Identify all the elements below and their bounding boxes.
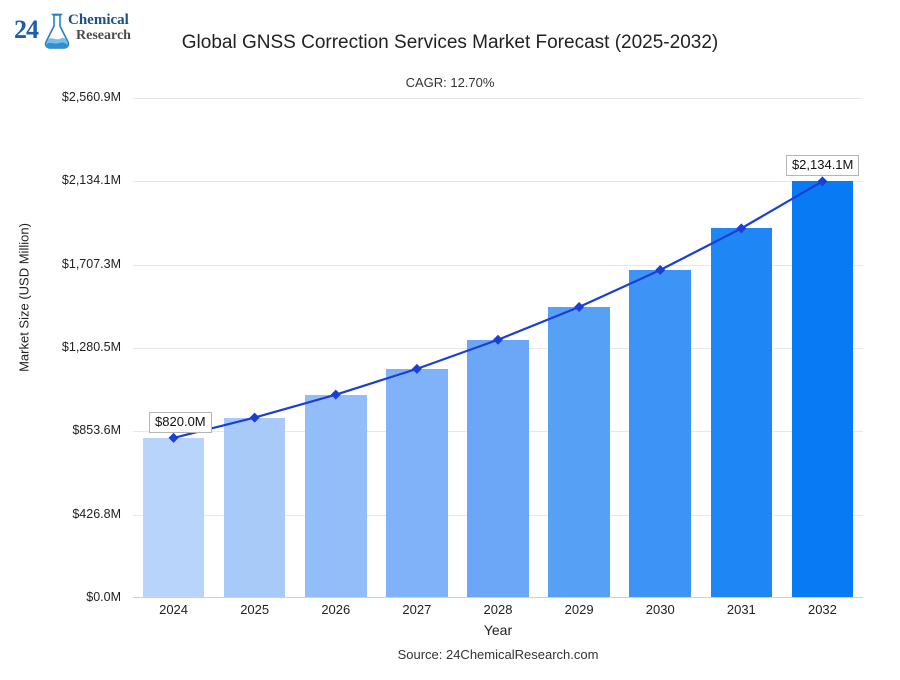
bar[interactable]: [386, 368, 448, 598]
x-axis-tick-label: 2028: [483, 602, 513, 617]
plot-area: $0.0M $426.8M $853.6M $1,280.5M $1,707.3M $2,…: [62, 90, 863, 617]
gridline: [133, 181, 863, 183]
x-axis-title: Year: [483, 622, 513, 638]
x-axis-tick-label: 2030: [645, 602, 675, 617]
gridline: [133, 98, 863, 99]
y-axis-tick-label: $0.0M: [86, 590, 121, 604]
x-axis-tick-label: 2027: [402, 602, 432, 617]
bar[interactable]: [791, 181, 854, 598]
y-axis-title: Market Size (USD Million): [16, 223, 32, 372]
bar[interactable]: [548, 307, 610, 598]
y-axis-tick-label: $2,560.9M: [61, 90, 121, 104]
y-axis-tick-label: $1,280.5M: [61, 339, 121, 354]
y-axis-tick-label: $2,134.1M: [61, 173, 121, 188]
data-point-label: $820.0M: [149, 411, 212, 433]
source-label: Source: 24ChemicalResearch.com: [397, 647, 599, 662]
y-axis-tick-label: $1,707.3M: [61, 256, 121, 271]
bar[interactable]: [304, 394, 367, 598]
bar[interactable]: [629, 270, 692, 598]
brand-logo: 24 Chemical Research: [14, 10, 131, 52]
x-axis-tick-label: 2032: [807, 602, 837, 617]
data-point-label: $2,134.1M: [785, 155, 860, 177]
bar[interactable]: [467, 339, 529, 598]
x-axis-tick-label: 2024: [159, 602, 189, 617]
chart-title: Global GNSS Correction Services Market F…: [181, 32, 719, 53]
y-axis-tick-label: $426.8M: [72, 506, 121, 521]
cagr-subtitle: CAGR: 12.70%: [405, 75, 495, 90]
x-axis-tick-label: 2025: [240, 602, 270, 617]
bar[interactable]: [223, 417, 286, 598]
x-axis-line: [133, 597, 863, 598]
bar[interactable]: [142, 437, 205, 598]
bar[interactable]: [710, 228, 773, 598]
flask-icon: [44, 13, 70, 49]
logo-word-research: Research: [76, 28, 131, 43]
x-axis-tick-label: 2031: [726, 602, 756, 617]
y-axis-tick-label: $853.6M: [72, 423, 121, 438]
logo-number: 24: [14, 15, 39, 44]
x-axis-tick-label: 2026: [321, 602, 351, 617]
x-axis-tick-label: 2029: [564, 602, 594, 617]
logo-word-chemical: Chemical: [68, 12, 129, 28]
